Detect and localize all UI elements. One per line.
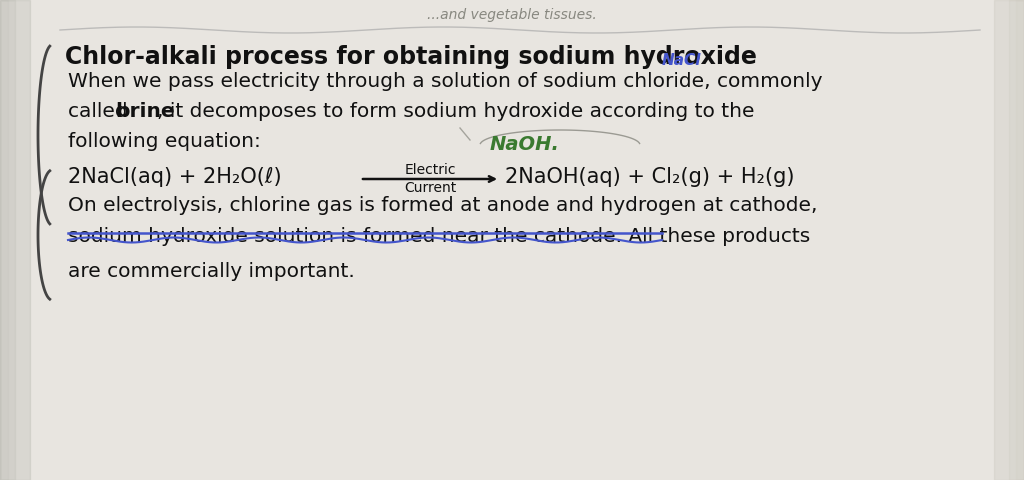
Text: NaCl: NaCl [662, 53, 701, 68]
Text: sodium hydroxide solution is formed near the cathode. All these products: sodium hydroxide solution is formed near… [68, 227, 810, 246]
Text: are commercially important.: are commercially important. [68, 262, 354, 281]
Bar [0, 0, 15, 480]
Text: following equation:: following equation: [68, 132, 261, 151]
Text: Electric: Electric [404, 163, 456, 177]
Text: , it decomposes to form sodium hydroxide according to the: , it decomposes to form sodium hydroxide… [157, 102, 755, 121]
Text: Current: Current [403, 181, 456, 195]
Text: 2NaCl(aq) + 2H₂O(ℓ): 2NaCl(aq) + 2H₂O(ℓ) [68, 167, 282, 187]
Text: ...and vegetable tissues.: ...and vegetable tissues. [427, 8, 597, 22]
Text: When we pass electricity through a solution of sodium chloride, commonly: When we pass electricity through a solut… [68, 72, 822, 91]
Bar [0, 0, 30, 480]
Text: brine: brine [115, 102, 175, 121]
Bar [0, 0, 8, 480]
Text: On electrolysis, chlorine gas is formed at anode and hydrogen at cathode,: On electrolysis, chlorine gas is formed … [68, 196, 817, 215]
Text: NaOH.: NaOH. [490, 135, 560, 154]
Text: called: called [68, 102, 134, 121]
Text: 2NaOH(aq) + Cl₂(g) + H₂(g): 2NaOH(aq) + Cl₂(g) + H₂(g) [505, 167, 795, 187]
Bar [1009, 0, 1024, 480]
Bar [1016, 0, 1024, 480]
Bar [994, 0, 1024, 480]
Text: Chlor-alkali process for obtaining sodium hydroxide: Chlor-alkali process for obtaining sodiu… [65, 45, 757, 69]
